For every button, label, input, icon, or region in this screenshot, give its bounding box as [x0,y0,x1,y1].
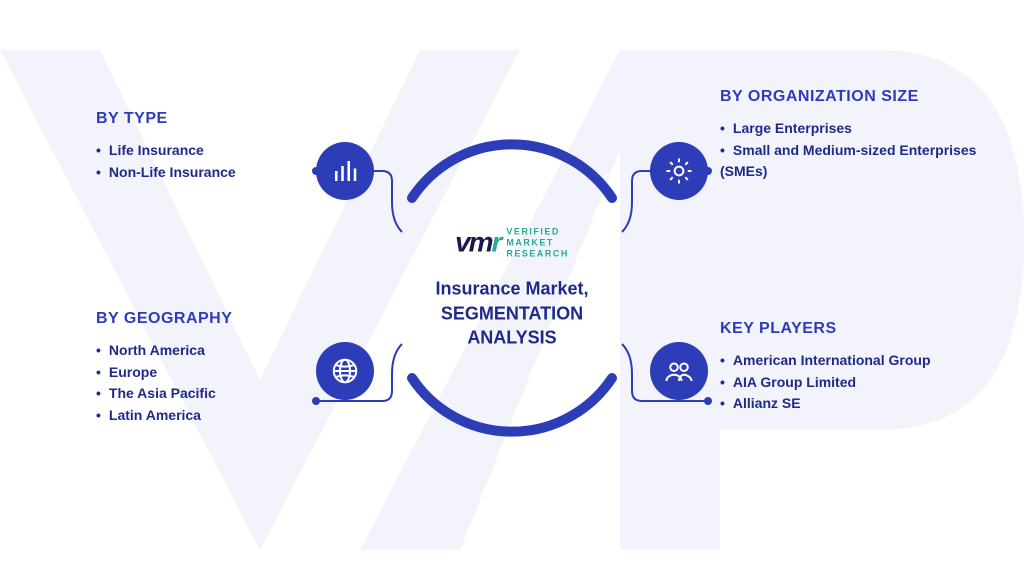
logo-mark: vmr [455,227,500,259]
globe-icon [316,342,374,400]
segment-by-type: BY TYPE Life Insurance Non-Life Insuranc… [96,110,306,183]
list-item: Large Enterprises [720,118,980,140]
segment-title: KEY PLAYERS [720,320,970,338]
list-item: American International Group [720,350,970,372]
center-block: vmr VERIFIED MARKET RESEARCH Insurance M… [402,226,622,349]
logo-text: VERIFIED MARKET RESEARCH [506,226,569,258]
list-item: Life Insurance [96,140,306,162]
list-item: Latin America [96,405,306,427]
bar-chart-icon [316,142,374,200]
segment-title: BY TYPE [96,110,306,128]
logo: vmr VERIFIED MARKET RESEARCH [402,226,622,258]
segment-title: BY GEOGRAPHY [96,310,306,328]
gear-icon [650,142,708,200]
segment-by-geography: BY GEOGRAPHY North America Europe The As… [96,310,306,427]
segment-title: BY ORGANIZATION SIZE [720,88,980,106]
list-item: Non-Life Insurance [96,162,306,184]
people-icon [650,342,708,400]
segment-list: American International Group AIA Group L… [720,350,970,415]
list-item: The Asia Pacific [96,383,306,405]
list-item: Small and Medium-sized Enterprises (SMEs… [720,140,980,183]
list-item: North America [96,340,306,362]
list-item: Europe [96,362,306,384]
segment-list: North America Europe The Asia Pacific La… [96,340,306,427]
segment-list: Life Insurance Non-Life Insurance [96,140,306,183]
segment-key-players: KEY PLAYERS American International Group… [720,320,970,415]
list-item: AIA Group Limited [720,372,970,394]
segment-by-organization-size: BY ORGANIZATION SIZE Large Enterprises S… [720,88,980,183]
list-item: Allianz SE [720,393,970,415]
center-title: Insurance Market, SEGMENTATION ANALYSIS [402,277,622,350]
segment-list: Large Enterprises Small and Medium-sized… [720,118,980,183]
